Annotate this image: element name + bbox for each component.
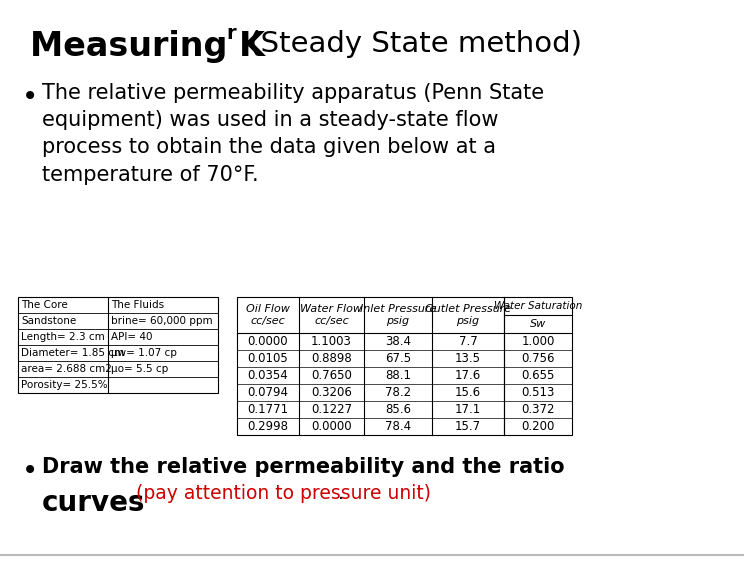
Text: 0.0000: 0.0000	[311, 420, 352, 433]
Text: 17.6: 17.6	[455, 369, 481, 382]
Text: Measuring K: Measuring K	[30, 30, 265, 63]
Text: The Core: The Core	[21, 300, 68, 310]
Text: 1.000: 1.000	[522, 335, 555, 348]
Text: 0.0794: 0.0794	[248, 386, 289, 399]
Text: Diameter= 1.85 cm: Diameter= 1.85 cm	[21, 348, 124, 358]
Text: •: •	[22, 83, 38, 111]
Text: Inlet Pressure
psig: Inlet Pressure psig	[360, 304, 436, 326]
Text: Draw the relative permeability and the ratio: Draw the relative permeability and the r…	[42, 457, 565, 477]
Text: 0.1227: 0.1227	[311, 403, 352, 416]
Text: .: .	[338, 484, 344, 503]
Text: 15.6: 15.6	[455, 386, 481, 399]
Text: 0.372: 0.372	[522, 403, 555, 416]
Text: 88.1: 88.1	[385, 369, 411, 382]
Bar	[18, 297, 218, 393]
Text: Sw: Sw	[530, 319, 546, 329]
Text: 0.1771: 0.1771	[248, 403, 289, 416]
Text: 0.0000: 0.0000	[248, 335, 289, 348]
Text: 38.4: 38.4	[385, 335, 411, 348]
Text: μw= 1.07 cp: μw= 1.07 cp	[111, 348, 177, 358]
Text: 15.7: 15.7	[455, 420, 481, 433]
Text: curves: curves	[42, 489, 146, 517]
Text: •: •	[22, 457, 38, 485]
Text: 0.0105: 0.0105	[248, 352, 289, 365]
Text: Water Saturation: Water Saturation	[494, 301, 583, 311]
Text: The relative permeability apparatus (Penn State
equipment) was used in a steady-: The relative permeability apparatus (Pen…	[42, 83, 544, 185]
Text: (pay attention to pressure unit): (pay attention to pressure unit)	[130, 484, 431, 503]
Text: 0.655: 0.655	[522, 369, 555, 382]
Text: API= 40: API= 40	[111, 332, 153, 342]
Text: (Steady State method): (Steady State method)	[240, 30, 582, 58]
Text: brine= 60,000 ppm: brine= 60,000 ppm	[111, 316, 213, 326]
Text: Outlet Pressure
psig: Outlet Pressure psig	[425, 304, 511, 326]
Text: Length= 2.3 cm: Length= 2.3 cm	[21, 332, 105, 342]
Text: 1.1003: 1.1003	[311, 335, 352, 348]
Text: 0.3206: 0.3206	[311, 386, 352, 399]
Text: 78.2: 78.2	[385, 386, 411, 399]
Text: Oil Flow
cc/sec: Oil Flow cc/sec	[246, 304, 290, 326]
Text: area= 2.688 cm2: area= 2.688 cm2	[21, 364, 112, 374]
Text: 13.5: 13.5	[455, 352, 481, 365]
Text: 0.2998: 0.2998	[248, 420, 289, 433]
Text: Porosity= 25.5%: Porosity= 25.5%	[21, 380, 108, 390]
Text: 85.6: 85.6	[385, 403, 411, 416]
Text: 0.8898: 0.8898	[311, 352, 352, 365]
Text: r: r	[226, 24, 236, 43]
Text: 78.4: 78.4	[385, 420, 411, 433]
Text: 0.756: 0.756	[522, 352, 555, 365]
Text: Water Flow
cc/sec: Water Flow cc/sec	[301, 304, 362, 326]
Text: 0.7650: 0.7650	[311, 369, 352, 382]
Text: μo= 5.5 cp: μo= 5.5 cp	[111, 364, 168, 374]
Text: 17.1: 17.1	[455, 403, 481, 416]
Text: 0.513: 0.513	[522, 386, 555, 399]
Text: 0.0354: 0.0354	[248, 369, 289, 382]
Text: 7.7: 7.7	[458, 335, 478, 348]
Text: The Fluids: The Fluids	[111, 300, 164, 310]
Text: Sandstone: Sandstone	[21, 316, 76, 326]
Text: 67.5: 67.5	[385, 352, 411, 365]
Bar	[237, 297, 572, 435]
Text: 0.200: 0.200	[522, 420, 555, 433]
